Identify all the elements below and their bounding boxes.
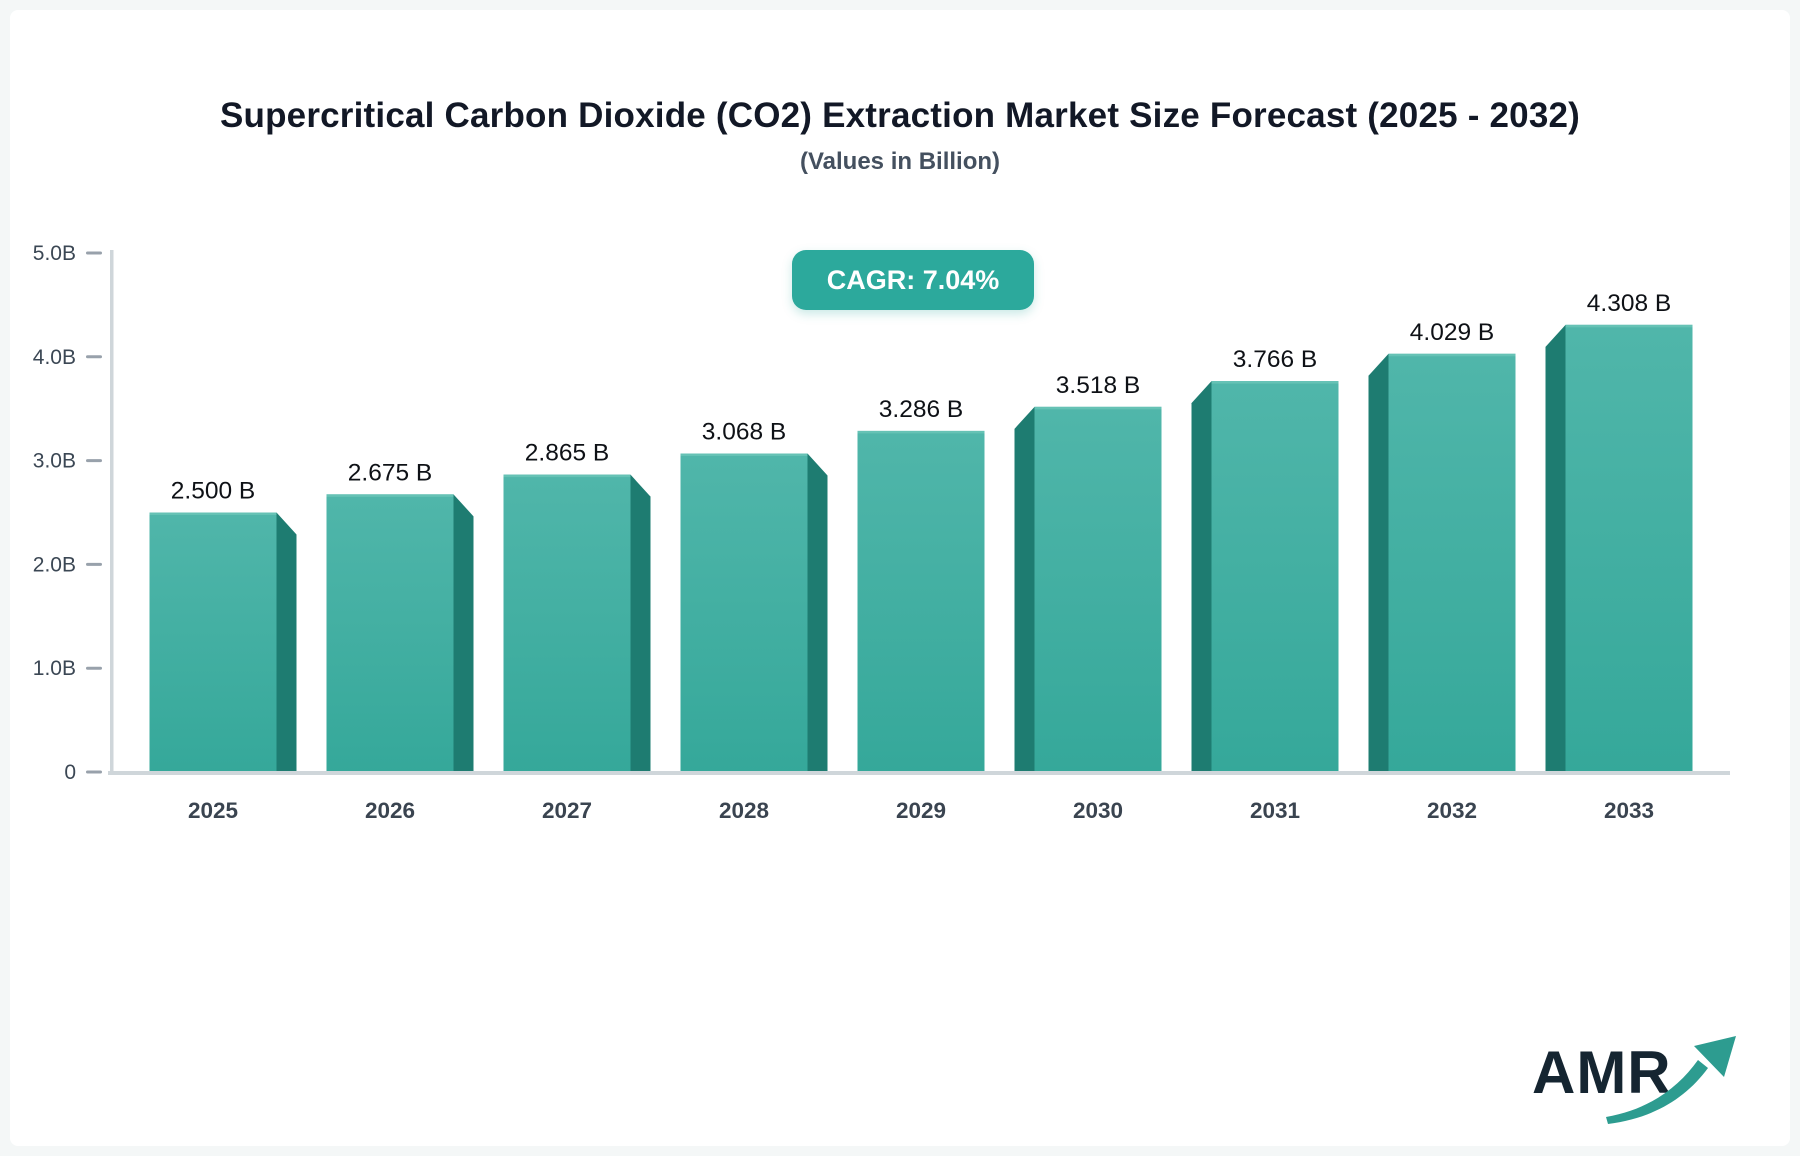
bar-top-edge [503, 474, 631, 478]
cagr-badge-label: CAGR: 7.04% [826, 264, 1000, 295]
bar-value-label: 3.068 B [702, 419, 786, 446]
bar-top-edge [680, 453, 808, 457]
bar-value-label: 3.518 B [1056, 372, 1140, 399]
growth-arrow-icon [1606, 1036, 1736, 1124]
bar-2027 [503, 474, 631, 772]
y-tick-dash [86, 562, 102, 566]
bar-2026 [326, 494, 454, 772]
bar-side-face [807, 453, 828, 772]
bar-2030 [1034, 406, 1162, 772]
chart-subtitle: (Values in Billion) [799, 148, 1001, 175]
bar-value-label: 4.029 B [1410, 319, 1494, 346]
bar-side-face [1368, 353, 1389, 772]
bar-value-label: 4.308 B [1587, 290, 1671, 317]
bar-top-edge [149, 512, 277, 515]
x-axis-label: 2026 [365, 798, 415, 823]
x-axis-label: 2030 [1073, 798, 1123, 823]
bar-2033 [1565, 324, 1693, 772]
chart-title: Supercritical Carbon Dioxide (CO2) Extra… [219, 96, 1581, 135]
amr-logo-text: AMR [1532, 1039, 1672, 1106]
x-axis-label: 2028 [719, 798, 769, 823]
bar-2025 [149, 512, 277, 772]
bar-value-label: 2.500 B [171, 478, 255, 505]
x-axis-label: 2025 [188, 798, 238, 823]
bar-top-edge [1388, 353, 1516, 357]
bar-2028 [680, 453, 808, 772]
bar-side-face [1191, 381, 1212, 772]
bar-side-face [630, 474, 651, 772]
y-axis-label: 2.0B [33, 553, 76, 576]
x-axis-label: 2031 [1250, 798, 1300, 823]
bar-top-edge [326, 494, 454, 497]
x-axis-label: 2027 [542, 798, 592, 823]
bar-side-face [453, 494, 474, 772]
y-tick-dash [86, 251, 102, 255]
bar-side-face [276, 512, 297, 772]
bar-top-edge [857, 430, 985, 434]
bar-value-label: 3.286 B [879, 396, 963, 423]
bar-value-label: 2.865 B [525, 440, 609, 467]
bar-value-label: 3.766 B [1233, 346, 1317, 373]
y-axis-label: 5.0B [33, 242, 76, 265]
y-axis-line [110, 250, 114, 772]
y-axis-label: 1.0B [33, 657, 76, 680]
x-axis-line [108, 771, 1730, 775]
y-axis-label: 0 [64, 761, 76, 784]
bar-value-label: 2.675 B [348, 459, 432, 486]
y-axis-label: 3.0B [33, 450, 76, 473]
bar-side-face [1545, 324, 1566, 772]
bar-2029 [857, 430, 985, 772]
x-axis-label: 2033 [1604, 798, 1654, 823]
bar-2031 [1211, 381, 1339, 772]
y-tick-dash [86, 459, 102, 463]
bar-2032 [1388, 353, 1516, 772]
amr-logo: AMR [1532, 1032, 1752, 1132]
cagr-badge: CAGR: 7.04% [792, 250, 1034, 310]
bar-top-edge [1565, 324, 1693, 328]
x-axis-label: 2032 [1427, 798, 1477, 823]
bar-side-face [1014, 406, 1035, 772]
bar-top-edge [1034, 406, 1162, 410]
y-tick-dash [86, 666, 102, 670]
y-axis-label: 4.0B [33, 346, 76, 369]
y-tick-dash [86, 770, 102, 774]
y-tick-dash [86, 355, 102, 359]
bar-top-edge [1211, 381, 1339, 384]
x-axis-label: 2029 [896, 798, 946, 823]
